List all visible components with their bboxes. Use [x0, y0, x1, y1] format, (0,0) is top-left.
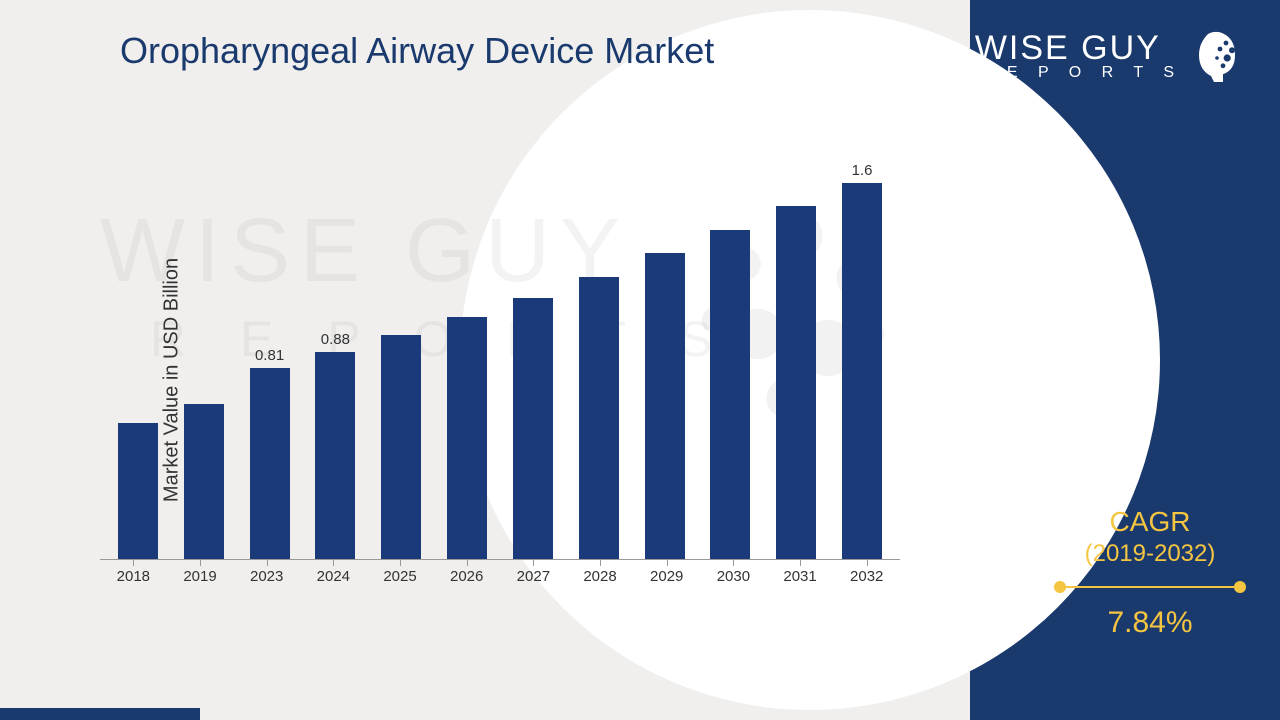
cagr-label: CAGR — [1060, 506, 1240, 538]
bar-group — [434, 317, 500, 559]
x-tick-label: 2024 — [300, 560, 367, 585]
x-tick-label: 2019 — [167, 560, 234, 585]
bar — [118, 423, 158, 559]
x-tick-label: 2029 — [633, 560, 700, 585]
x-tick-label: 2028 — [567, 560, 634, 585]
chart-container: Market Value in USD Billion 0.810.881.6 … — [60, 160, 900, 600]
bar-group: 1.6 — [829, 183, 895, 559]
bar — [513, 298, 553, 559]
bar — [315, 352, 355, 559]
bar-value-label: 0.88 — [321, 331, 350, 348]
chart-title: Oropharyngeal Airway Device Market — [120, 30, 714, 72]
x-tick-label: 2030 — [700, 560, 767, 585]
bar — [579, 277, 619, 559]
x-tick-label: 2025 — [367, 560, 434, 585]
x-tick-label: 2032 — [833, 560, 900, 585]
brand-head-icon — [1190, 25, 1250, 85]
main-area: Oropharyngeal Airway Device Market Marke… — [0, 0, 970, 720]
bar — [645, 253, 685, 559]
brand-logo: WISE GUY R E P O R T S — [975, 25, 1250, 85]
x-ticks: 2018201920232024202520262027202820292030… — [100, 560, 900, 585]
brand-sub: R E P O R T S — [975, 64, 1182, 82]
bar-group — [368, 335, 434, 559]
bars-group: 0.810.881.6 — [100, 160, 900, 559]
bar-group — [171, 404, 237, 559]
x-tick-label: 2023 — [233, 560, 300, 585]
bar-group: 0.81 — [237, 368, 303, 559]
bar-group — [566, 277, 632, 559]
x-tick-label: 2018 — [100, 560, 167, 585]
cagr-block: CAGR (2019-2032) 7.84% — [1060, 506, 1240, 640]
bar — [842, 183, 882, 559]
x-tick-label: 2026 — [433, 560, 500, 585]
bar-group — [105, 423, 171, 559]
cagr-value: 7.84% — [1060, 606, 1240, 640]
cagr-range: (2019-2032) — [1060, 540, 1240, 568]
plot-area: 0.810.881.6 — [100, 160, 900, 560]
bar — [381, 335, 421, 559]
x-tick-label: 2031 — [767, 560, 834, 585]
bar — [447, 317, 487, 559]
bar — [710, 230, 750, 559]
bar-group — [697, 230, 763, 559]
bar — [184, 404, 224, 559]
bar-group — [632, 253, 698, 559]
bottom-accent-bar — [0, 708, 200, 720]
cagr-divider — [1060, 586, 1240, 588]
bar-value-label: 0.81 — [255, 347, 284, 364]
bar — [250, 368, 290, 559]
bar-group: 0.88 — [302, 352, 368, 559]
x-tick-label: 2027 — [500, 560, 567, 585]
bar-group — [763, 206, 829, 559]
brand-main: WISE GUY — [975, 29, 1182, 68]
bar-group — [500, 298, 566, 559]
bar-value-label: 1.6 — [852, 162, 873, 179]
bar — [776, 206, 816, 559]
